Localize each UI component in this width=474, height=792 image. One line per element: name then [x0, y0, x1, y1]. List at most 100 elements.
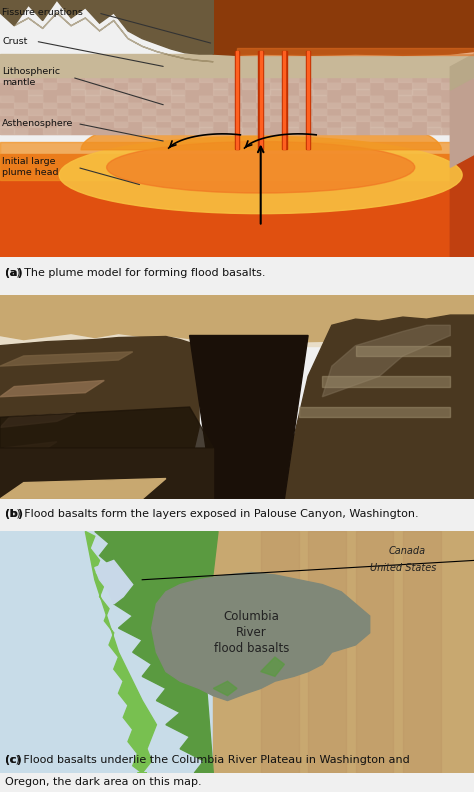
Polygon shape	[85, 531, 156, 773]
Bar	[270, 82, 284, 89]
Bar	[341, 115, 356, 121]
Bar	[299, 115, 313, 121]
Bar	[313, 128, 327, 134]
Bar	[85, 108, 100, 115]
Bar	[427, 101, 441, 108]
Bar	[85, 76, 100, 82]
Bar	[370, 76, 384, 82]
Bar	[427, 89, 441, 95]
Bar	[57, 108, 71, 115]
Polygon shape	[0, 295, 474, 344]
Bar	[171, 76, 185, 82]
Polygon shape	[0, 407, 213, 447]
Bar	[228, 115, 242, 121]
Polygon shape	[95, 531, 218, 773]
Bar	[299, 101, 313, 108]
Bar	[441, 128, 455, 134]
Bar	[156, 82, 171, 89]
Bar	[256, 128, 270, 134]
Bar	[28, 89, 43, 95]
Bar	[469, 128, 474, 134]
Bar	[242, 115, 256, 121]
Bar	[242, 95, 256, 101]
Polygon shape	[322, 376, 450, 386]
Bar	[441, 115, 455, 121]
Bar	[237, 48, 474, 55]
Bar	[398, 121, 412, 128]
Bar	[398, 76, 412, 82]
Bar	[171, 121, 185, 128]
Bar	[242, 108, 256, 115]
Bar	[370, 108, 384, 115]
Bar	[398, 89, 412, 95]
Bar	[283, 51, 285, 149]
Bar	[14, 128, 28, 134]
Bar	[85, 101, 100, 108]
Bar	[156, 95, 171, 101]
Bar	[213, 115, 228, 121]
Bar	[236, 51, 238, 149]
Bar	[114, 89, 128, 95]
Text: Initial large
plume head: Initial large plume head	[2, 158, 59, 177]
Bar	[185, 115, 199, 121]
Bar	[71, 101, 85, 108]
Bar	[469, 89, 474, 95]
Bar	[14, 89, 28, 95]
Bar	[299, 121, 313, 128]
Text: Lithospheric
mantle: Lithospheric mantle	[2, 67, 61, 87]
Bar	[242, 121, 256, 128]
Bar	[213, 76, 228, 82]
Bar	[242, 89, 256, 95]
Text: Canada: Canada	[389, 546, 426, 556]
Bar	[85, 128, 100, 134]
Text: (c) Flood basalts underlie the Columbia River Plateau in Washington and: (c) Flood basalts underlie the Columbia …	[5, 756, 410, 765]
Bar	[256, 95, 270, 101]
Bar	[370, 101, 384, 108]
Bar	[412, 101, 427, 108]
Bar	[199, 76, 213, 82]
Bar	[469, 115, 474, 121]
Bar	[213, 95, 228, 101]
Text: Columbia
River
flood basalts: Columbia River flood basalts	[213, 611, 289, 656]
Bar	[299, 108, 313, 115]
Bar	[128, 76, 142, 82]
Bar	[370, 95, 384, 101]
Bar	[156, 89, 171, 95]
Bar	[313, 82, 327, 89]
Bar	[327, 101, 341, 108]
Bar	[43, 101, 57, 108]
Bar	[270, 76, 284, 82]
Bar	[370, 128, 384, 134]
Bar	[185, 121, 199, 128]
Bar	[43, 89, 57, 95]
Polygon shape	[213, 681, 237, 695]
Bar	[256, 121, 270, 128]
Bar	[356, 531, 393, 773]
Bar	[384, 128, 398, 134]
Bar	[370, 89, 384, 95]
Bar	[71, 128, 85, 134]
Bar	[370, 115, 384, 121]
Bar	[85, 89, 100, 95]
Bar	[213, 108, 228, 115]
Polygon shape	[0, 413, 76, 428]
Bar	[156, 76, 171, 82]
Bar	[313, 89, 327, 95]
Bar	[28, 101, 43, 108]
Bar	[43, 128, 57, 134]
Bar	[228, 89, 242, 95]
Bar	[270, 108, 284, 115]
Bar	[327, 108, 341, 115]
Bar	[327, 76, 341, 82]
Bar	[43, 115, 57, 121]
Bar	[14, 121, 28, 128]
Bar	[142, 121, 156, 128]
Bar	[384, 121, 398, 128]
Bar	[100, 108, 114, 115]
Bar	[427, 115, 441, 121]
Bar	[308, 531, 346, 773]
Bar	[398, 101, 412, 108]
Bar	[185, 82, 199, 89]
Bar	[199, 89, 213, 95]
Bar	[14, 76, 28, 82]
